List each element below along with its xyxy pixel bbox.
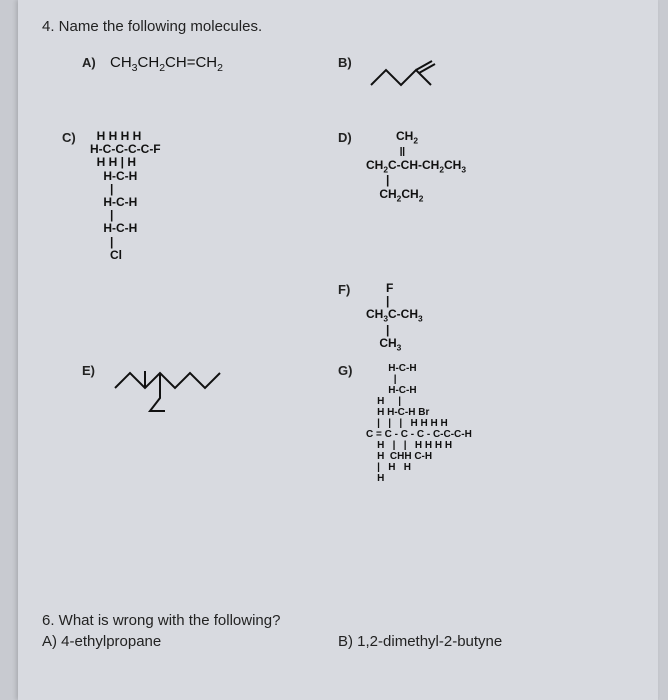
row-eg: E) G) H-C-H | H-C-H H | H H-C-H Br | | |… xyxy=(42,363,634,484)
label-b: B) xyxy=(338,55,358,70)
cell-b: B) xyxy=(338,55,634,100)
formula-a: CH3CH2CH=CH2 xyxy=(110,55,223,75)
q6-a-text: 4-ethylpropane xyxy=(61,633,161,650)
struct-f: F | CH3C-CH3 | CH3 xyxy=(366,282,423,353)
q6-b: B) 1,2-dimethyl-2-butyne xyxy=(338,633,634,650)
q6-row: A) 4-ethylpropane B) 1,2-dimethyl-2-buty… xyxy=(42,633,634,650)
row-cd: C) H H H H H-C-C-C-C-F H H | H H-C-H | H… xyxy=(42,130,634,262)
skeletal-b xyxy=(366,55,456,100)
cell-f: F) F | CH3C-CH3 | CH3 xyxy=(338,282,634,353)
row-ef-top: F) F | CH3C-CH3 | CH3 xyxy=(42,282,634,353)
question-6-title: 6. What is wrong with the following? xyxy=(42,612,634,629)
q6-b-label: B) xyxy=(338,633,353,650)
struct-g: H-C-H | H-C-H H | H H-C-H Br | | | H H H… xyxy=(366,363,472,484)
skeletal-e xyxy=(110,363,240,438)
label-c: C) xyxy=(62,130,82,145)
q6-a-label: A) xyxy=(42,633,57,650)
cell-e: E) xyxy=(42,363,338,484)
q6-b-text: 1,2-dimethyl-2-butyne xyxy=(357,633,502,650)
struct-c: H H H H H-C-C-C-C-F H H | H H-C-H | H-C-… xyxy=(90,130,161,262)
label-f: F) xyxy=(338,282,358,297)
cell-c: C) H H H H H-C-C-C-C-F H H | H H-C-H | H… xyxy=(42,130,338,262)
question-4-title: 4. Name the following molecules. xyxy=(42,18,634,35)
question-6: 6. What is wrong with the following? A) … xyxy=(42,612,634,650)
label-d: D) xyxy=(338,130,358,145)
label-e: E) xyxy=(82,363,102,378)
label-g: G) xyxy=(338,363,358,378)
worksheet-page: 4. Name the following molecules. A) CH3C… xyxy=(18,0,658,700)
cell-a: A) CH3CH2CH=CH2 xyxy=(42,55,338,100)
struct-d: CH2 ‖ CH2C-CH-CH2CH3 | CH2CH2 xyxy=(366,130,466,203)
row-ab: A) CH3CH2CH=CH2 B) xyxy=(42,55,634,100)
q6-a: A) 4-ethylpropane xyxy=(42,633,338,650)
cell-g: G) H-C-H | H-C-H H | H H-C-H Br | | | H … xyxy=(338,363,634,484)
label-a: A) xyxy=(82,55,102,70)
cell-spacer-e xyxy=(42,282,338,353)
cell-d: D) CH2 ‖ CH2C-CH-CH2CH3 | CH2CH2 xyxy=(338,130,634,262)
